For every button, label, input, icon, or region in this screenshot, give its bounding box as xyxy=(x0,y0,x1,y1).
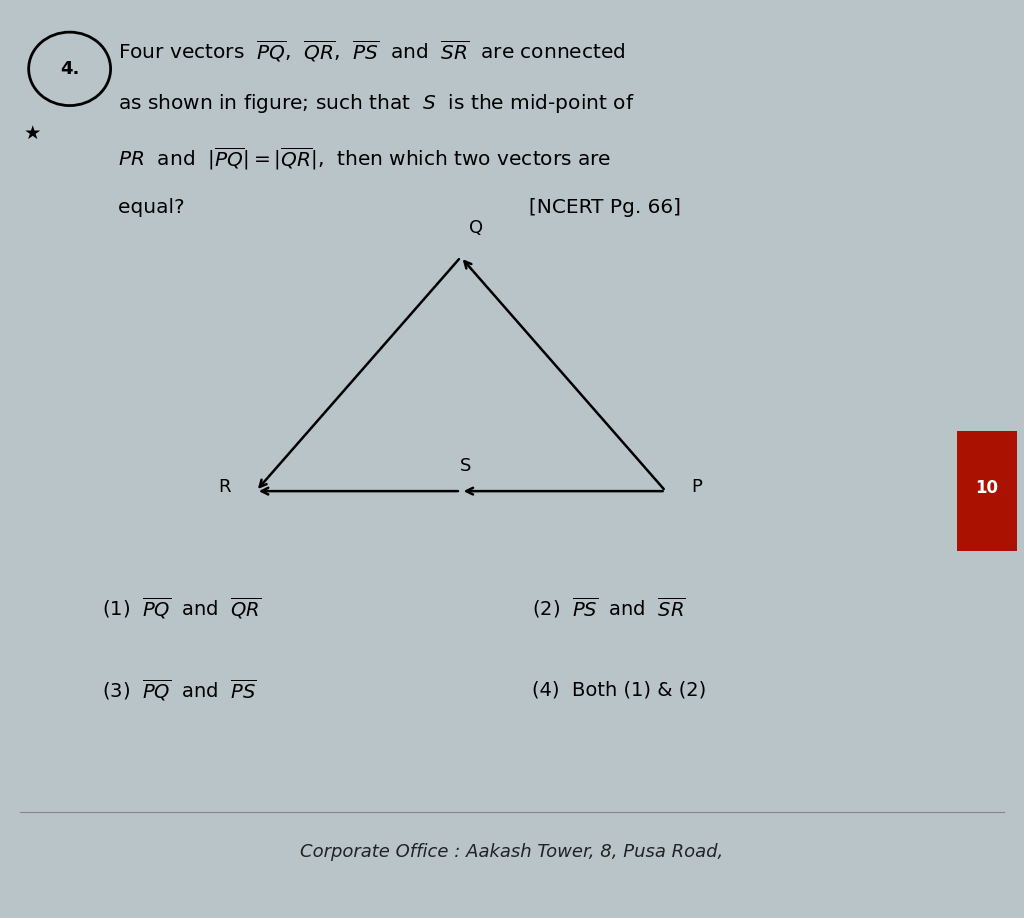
Text: (1)  $\overline{PQ}$  and  $\overline{QR}$: (1) $\overline{PQ}$ and $\overline{QR}$ xyxy=(102,595,262,621)
Text: equal?                                                      [NCERT Pg. 66]: equal? [NCERT Pg. 66] xyxy=(118,198,681,218)
FancyBboxPatch shape xyxy=(957,431,1017,551)
Text: ★: ★ xyxy=(24,124,42,142)
Text: Corporate Office : Aakash Tower, 8, Pusa Road,: Corporate Office : Aakash Tower, 8, Pusa… xyxy=(300,843,724,861)
Text: Q: Q xyxy=(469,218,483,237)
Text: (4)  Both (1) & (2): (4) Both (1) & (2) xyxy=(532,681,707,700)
Text: P: P xyxy=(691,477,702,496)
Text: Four vectors  $\overline{PQ}$,  $\overline{QR}$,  $\overline{PS}$  and  $\overli: Four vectors $\overline{PQ}$, $\overline… xyxy=(118,39,625,64)
Text: $PR$  and  $|\overline{PQ}| = |\overline{QR}|$,  then which two vectors are: $PR$ and $|\overline{PQ}| = |\overline{Q… xyxy=(118,145,611,172)
Text: (2)  $\overline{PS}$  and  $\overline{SR}$: (2) $\overline{PS}$ and $\overline{SR}$ xyxy=(532,595,686,621)
Text: S: S xyxy=(460,456,472,475)
Text: (3)  $\overline{PQ}$  and  $\overline{PS}$: (3) $\overline{PQ}$ and $\overline{PS}$ xyxy=(102,677,257,703)
Text: 4.: 4. xyxy=(60,60,79,78)
Text: as shown in figure; such that  $S$  is the mid-point of: as shown in figure; such that $S$ is the… xyxy=(118,92,634,115)
Text: 10: 10 xyxy=(976,479,998,498)
Text: R: R xyxy=(218,477,230,496)
